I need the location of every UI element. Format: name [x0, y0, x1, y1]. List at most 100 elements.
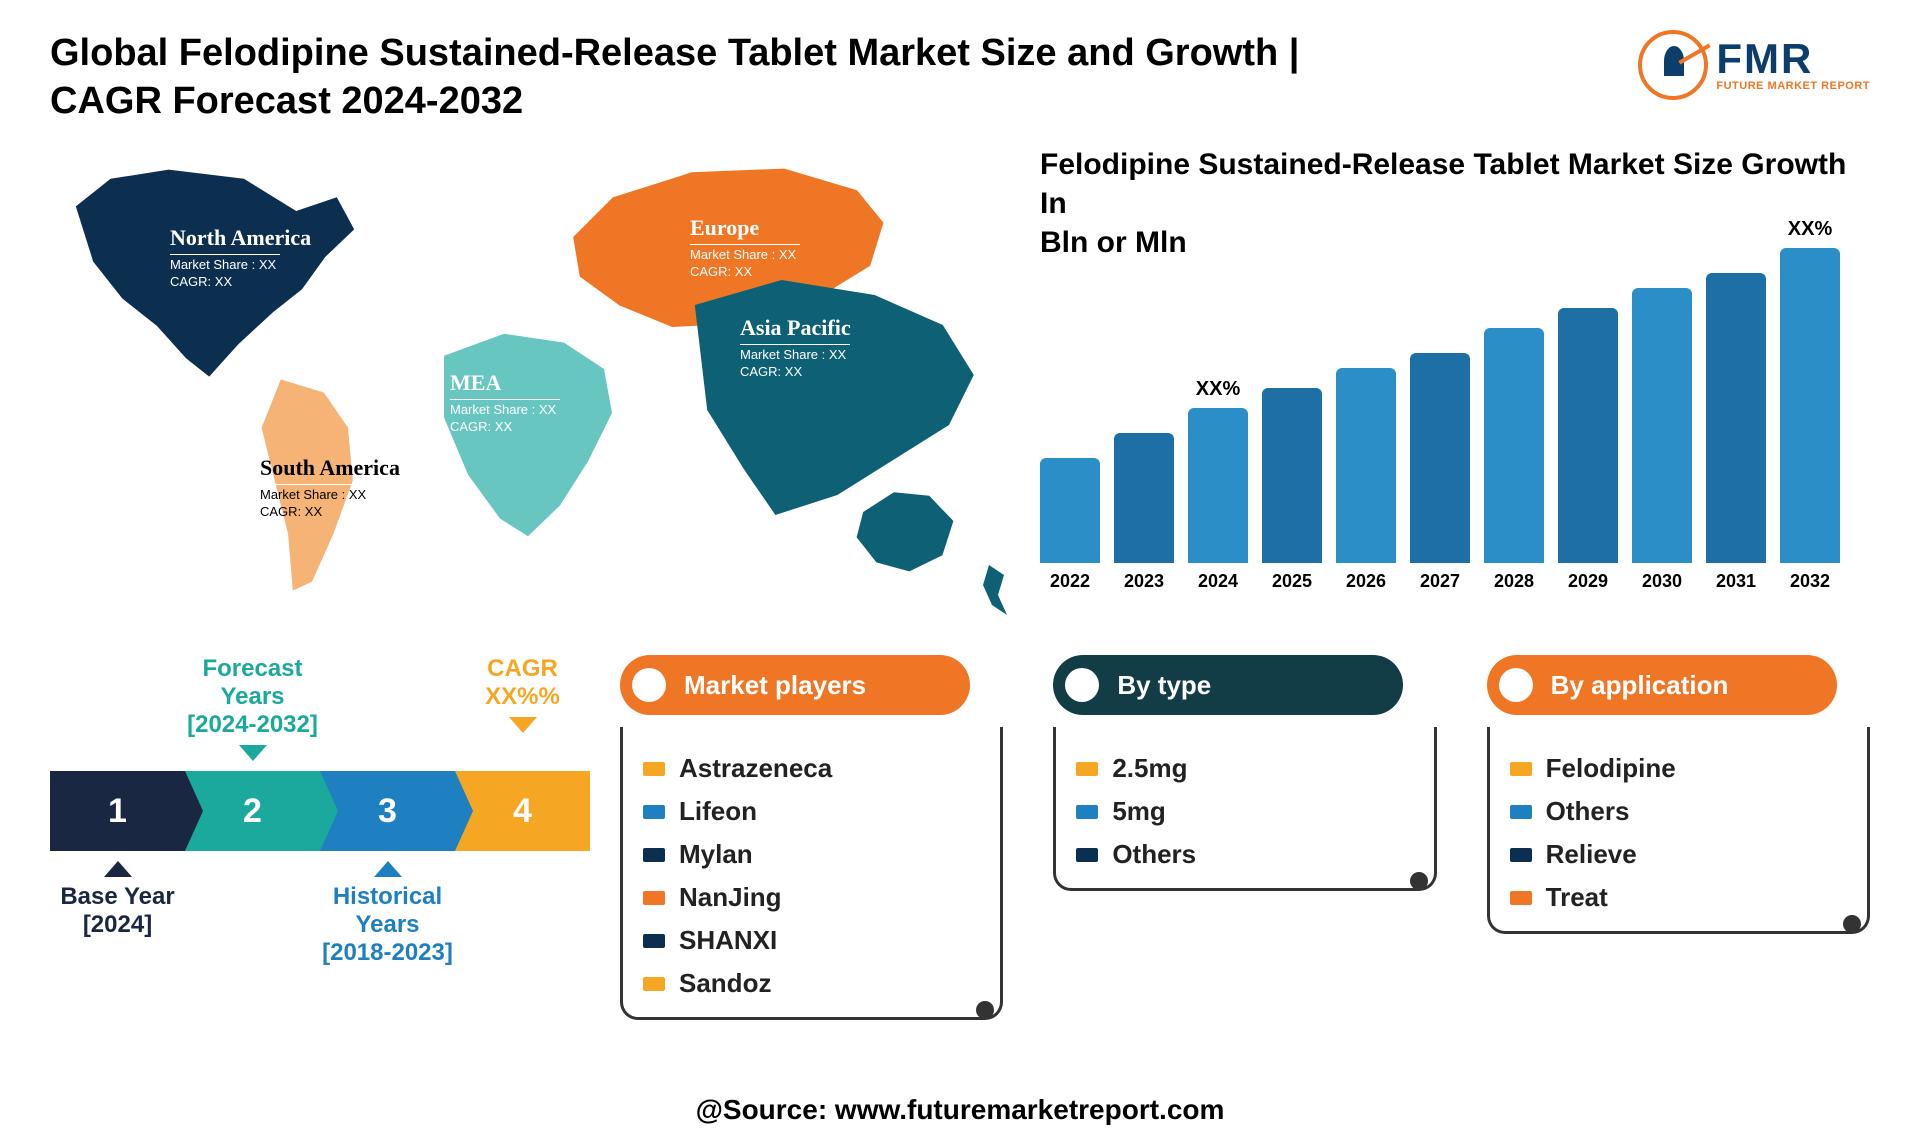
region-ap-shape	[670, 275, 980, 525]
list-item: Others	[1076, 833, 1413, 876]
list-item-text: Felodipine	[1546, 753, 1676, 784]
bullet-icon	[643, 762, 665, 776]
info-column-1: By type 2.5mg 5mg Others	[1053, 655, 1436, 1020]
bar-2030	[1632, 288, 1692, 563]
region-label-mea: MEAMarket Share : XXCAGR: XX	[450, 370, 560, 436]
list-item-text: Astrazeneca	[679, 753, 832, 784]
list-item-text: 5mg	[1112, 796, 1165, 827]
bar-pct-2024: XX%	[1196, 378, 1240, 401]
list-item: Lifeon	[643, 790, 980, 833]
bullet-icon	[1510, 805, 1532, 819]
logo-fmr-text: FMR	[1716, 38, 1870, 80]
pill-label: By application	[1551, 670, 1729, 701]
region-label-na: North AmericaMarket Share : XXCAGR: XX	[170, 225, 311, 291]
bar-col-2028: 2028	[1484, 328, 1544, 592]
bar-2031	[1706, 273, 1766, 563]
timeline-seg-1: 1	[50, 771, 185, 851]
bar-label-2031: 2031	[1716, 571, 1756, 592]
header: Global Felodipine Sustained-Release Tabl…	[50, 30, 1870, 125]
list-item: Mylan	[643, 833, 980, 876]
timeline-seg-2: 2	[185, 771, 320, 851]
bar-2027	[1410, 353, 1470, 563]
bar-col-2030: 2030	[1632, 288, 1692, 592]
bar-col-2027: 2027	[1410, 353, 1470, 592]
list-item-text: Others	[1546, 796, 1630, 827]
list-item: NanJing	[643, 876, 980, 919]
list-item-text: Treat	[1546, 882, 1608, 913]
logo-sub-text: FUTURE MARKET REPORT	[1716, 80, 1870, 92]
bullet-icon	[1510, 891, 1532, 905]
bar-label-2024: 2024	[1198, 571, 1238, 592]
bar-chart: Felodipine Sustained-Release Tablet Mark…	[1040, 145, 1870, 595]
bar-label-2026: 2026	[1346, 571, 1386, 592]
list-item: Relieve	[1510, 833, 1847, 876]
bar-2022	[1040, 458, 1100, 563]
bar-col-2025: 2025	[1262, 388, 1322, 592]
list-item: Felodipine	[1510, 747, 1847, 790]
list-item-text: Sandoz	[679, 968, 771, 999]
top-section: North AmericaMarket Share : XXCAGR: XXSo…	[50, 145, 1870, 595]
bullet-icon	[643, 977, 665, 991]
pill-market-players: Market players	[620, 655, 970, 715]
bar-label-2022: 2022	[1050, 571, 1090, 592]
pill-label: Market players	[684, 670, 866, 701]
bullet-icon	[1510, 762, 1532, 776]
bar-2024: XX%	[1188, 408, 1248, 563]
list-item-text: NanJing	[679, 882, 782, 913]
bullet-icon	[1076, 848, 1098, 862]
pill-by-application: By application	[1487, 655, 1837, 715]
info-column-2: By application Felodipine Others Relieve Tre…	[1487, 655, 1870, 1020]
bar-col-2029: 2029	[1558, 308, 1618, 592]
bar-label-2025: 2025	[1272, 571, 1312, 592]
bullet-icon	[643, 891, 665, 905]
bullet-icon	[1076, 805, 1098, 819]
source-attribution: @Source: www.futuremarketreport.com	[696, 1094, 1225, 1126]
list-item-text: 2.5mg	[1112, 753, 1187, 784]
fmr-logo: FMR FUTURE MARKET REPORT	[1638, 30, 1870, 100]
bar-col-2022: 2022	[1040, 458, 1100, 592]
list-item-text: Relieve	[1546, 839, 1637, 870]
timeline-label-historical-years: Historical Years[2018-2023]	[320, 861, 455, 967]
list-item: Astrazeneca	[643, 747, 980, 790]
bar-col-2026: 2026	[1336, 368, 1396, 592]
timeline-label-forecast-years: Forecast Years[2024-2032]	[185, 655, 320, 761]
info-bracket: 2.5mg 5mg Others	[1053, 727, 1436, 891]
pill-dot-icon	[632, 668, 666, 702]
bar-label-2028: 2028	[1494, 571, 1534, 592]
list-item: SHANXI	[643, 919, 980, 962]
bottom-section: Forecast Years[2024-2032]CAGRXX%% 1234 B…	[50, 655, 1870, 1020]
bar-2029	[1558, 308, 1618, 563]
bullet-icon	[643, 805, 665, 819]
timeline-bar: 1234	[50, 771, 590, 851]
bar-col-2032: XX%2032	[1780, 248, 1840, 592]
region-au-shape	[850, 485, 960, 575]
list-item-text: SHANXI	[679, 925, 777, 956]
list-item-text: Lifeon	[679, 796, 757, 827]
bars-container: 2022 2023 XX% 2024 2025 2026 2027 2028 2029 2030 2…	[1040, 282, 1870, 592]
list-item: Others	[1510, 790, 1847, 833]
region-nz-shape	[980, 565, 1010, 615]
pill-label: By type	[1117, 670, 1211, 701]
bar-2028	[1484, 328, 1544, 563]
list-item-text: Others	[1112, 839, 1196, 870]
bullet-icon	[1510, 848, 1532, 862]
bar-col-2031: 2031	[1706, 273, 1766, 592]
bar-2032: XX%	[1780, 248, 1840, 563]
list-item-text: Mylan	[679, 839, 753, 870]
list-item: Sandoz	[643, 962, 980, 1005]
timeline: Forecast Years[2024-2032]CAGRXX%% 1234 B…	[50, 655, 590, 967]
bar-col-2024: XX% 2024	[1188, 408, 1248, 592]
pill-dot-icon	[1065, 668, 1099, 702]
timeline-label-base-year: Base Year[2024]	[50, 861, 185, 967]
world-map: North AmericaMarket Share : XXCAGR: XXSo…	[50, 145, 1000, 595]
bar-col-2023: 2023	[1114, 433, 1174, 592]
bar-label-2027: 2027	[1420, 571, 1460, 592]
chart-title: Felodipine Sustained-Release Tablet Mark…	[1040, 145, 1870, 262]
list-item: 2.5mg	[1076, 747, 1413, 790]
bullet-icon	[1076, 762, 1098, 776]
info-bracket: Astrazeneca Lifeon Mylan NanJing SHANXI Sando…	[620, 727, 1003, 1020]
info-column-0: Market players Astrazeneca Lifeon Mylan NanJ…	[620, 655, 1003, 1020]
bar-label-2029: 2029	[1568, 571, 1608, 592]
info-bracket: Felodipine Others Relieve Treat	[1487, 727, 1870, 934]
bar-label-2023: 2023	[1124, 571, 1164, 592]
